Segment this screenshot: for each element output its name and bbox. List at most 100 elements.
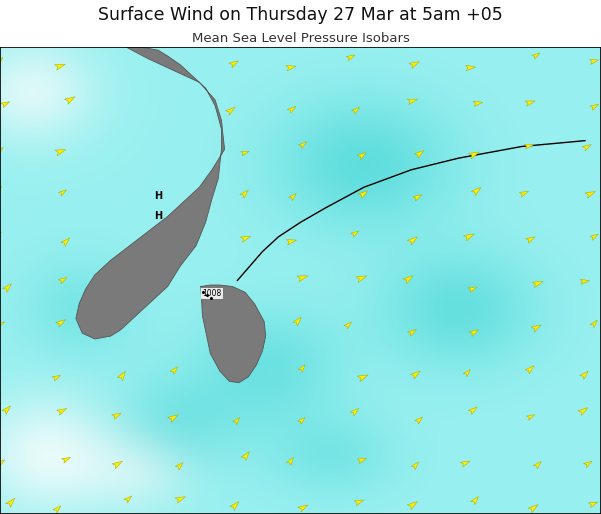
Polygon shape [241, 452, 249, 461]
Polygon shape [0, 322, 5, 327]
Polygon shape [286, 240, 296, 245]
Polygon shape [55, 64, 66, 70]
Polygon shape [287, 106, 296, 114]
Polygon shape [297, 276, 308, 282]
Polygon shape [525, 101, 535, 106]
Polygon shape [580, 279, 590, 284]
Polygon shape [117, 371, 126, 381]
Polygon shape [578, 408, 588, 416]
Polygon shape [0, 232, 2, 238]
Polygon shape [532, 53, 540, 59]
Polygon shape [0, 460, 5, 468]
Polygon shape [299, 142, 307, 149]
Polygon shape [590, 234, 598, 241]
Polygon shape [526, 237, 535, 243]
Polygon shape [579, 371, 588, 379]
Polygon shape [526, 415, 535, 420]
Polygon shape [533, 462, 542, 469]
Polygon shape [168, 415, 178, 423]
Polygon shape [346, 55, 355, 61]
Polygon shape [56, 409, 67, 415]
Polygon shape [175, 497, 186, 503]
Polygon shape [354, 500, 364, 506]
Text: H: H [154, 211, 162, 222]
Polygon shape [201, 285, 266, 383]
Polygon shape [175, 463, 183, 470]
Polygon shape [58, 190, 67, 196]
Polygon shape [124, 496, 132, 503]
Polygon shape [5, 498, 15, 507]
Polygon shape [357, 458, 367, 464]
Polygon shape [524, 144, 533, 149]
Polygon shape [64, 97, 75, 104]
Polygon shape [55, 150, 66, 156]
Polygon shape [52, 375, 61, 381]
Polygon shape [297, 505, 308, 512]
Polygon shape [61, 238, 70, 246]
Polygon shape [471, 187, 481, 196]
Polygon shape [230, 502, 239, 510]
Polygon shape [53, 506, 61, 513]
Polygon shape [2, 284, 11, 292]
Polygon shape [407, 237, 418, 245]
Polygon shape [403, 276, 413, 284]
Polygon shape [463, 370, 471, 377]
Polygon shape [407, 329, 416, 336]
Text: Mean Sea Level Pressure Isobars: Mean Sea Level Pressure Isobars [192, 32, 409, 45]
Polygon shape [352, 107, 359, 114]
Polygon shape [1, 102, 10, 107]
Polygon shape [356, 276, 367, 283]
Polygon shape [525, 365, 534, 374]
Polygon shape [298, 364, 305, 372]
Polygon shape [413, 195, 422, 201]
Polygon shape [240, 190, 248, 198]
Polygon shape [588, 502, 598, 508]
Polygon shape [240, 236, 251, 242]
Polygon shape [468, 152, 479, 159]
Polygon shape [285, 65, 296, 71]
Polygon shape [225, 107, 235, 115]
Polygon shape [584, 461, 592, 468]
Polygon shape [414, 151, 424, 158]
Polygon shape [0, 148, 3, 155]
Polygon shape [233, 417, 240, 425]
Polygon shape [590, 104, 599, 111]
Polygon shape [469, 330, 478, 337]
Polygon shape [410, 371, 420, 379]
Polygon shape [357, 153, 366, 160]
Polygon shape [582, 144, 591, 151]
Polygon shape [585, 192, 596, 198]
Polygon shape [344, 322, 352, 329]
Polygon shape [2, 406, 11, 414]
Polygon shape [531, 325, 541, 332]
Polygon shape [358, 191, 368, 198]
Text: Surface Wind on Thursday 27 Mar at 5am +05: Surface Wind on Thursday 27 Mar at 5am +… [98, 6, 503, 24]
Polygon shape [409, 62, 419, 68]
Polygon shape [460, 461, 470, 467]
Polygon shape [357, 375, 368, 381]
Polygon shape [297, 417, 305, 425]
Polygon shape [56, 320, 66, 327]
Text: H: H [154, 191, 162, 201]
Polygon shape [468, 287, 477, 292]
Polygon shape [286, 457, 293, 466]
Polygon shape [170, 366, 178, 375]
Polygon shape [411, 462, 419, 469]
Polygon shape [350, 408, 359, 416]
Polygon shape [528, 505, 538, 513]
Text: 1008: 1008 [203, 289, 222, 298]
Polygon shape [293, 317, 301, 326]
Polygon shape [0, 58, 3, 66]
Polygon shape [350, 231, 359, 237]
Polygon shape [471, 497, 478, 505]
Polygon shape [463, 234, 474, 241]
Polygon shape [0, 187, 2, 194]
Polygon shape [590, 320, 597, 327]
Polygon shape [468, 407, 477, 415]
Polygon shape [58, 278, 67, 284]
Polygon shape [590, 60, 599, 64]
Polygon shape [112, 461, 123, 469]
Polygon shape [61, 457, 70, 463]
Polygon shape [229, 61, 239, 68]
Polygon shape [473, 101, 483, 106]
